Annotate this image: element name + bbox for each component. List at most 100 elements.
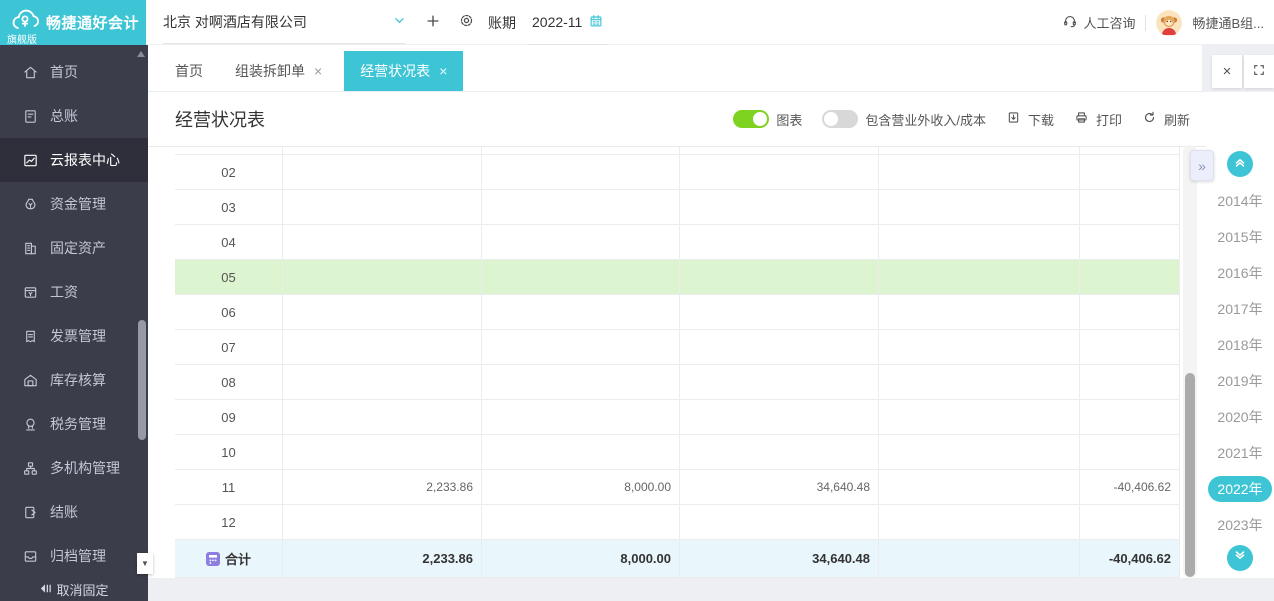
sidebar-item-funds[interactable]: 资金管理 [0, 182, 148, 226]
support-link[interactable]: 人工咨询 [1062, 13, 1135, 32]
add-button[interactable] [423, 13, 443, 33]
sidebar-item-closing[interactable]: 结账 [0, 490, 148, 534]
row-number-cell [175, 147, 283, 155]
table-row[interactable]: 08 [175, 365, 1180, 400]
table-row[interactable]: 11 2,233.86 8,000.00 34,640.48 -40,406.62 [175, 470, 1180, 505]
year-item[interactable]: 2015年 [1217, 229, 1263, 245]
row-number-cell: 11 [175, 470, 283, 505]
year-item[interactable]: 2018年 [1217, 337, 1263, 353]
report-panel: 经营状况表 图表 包含营业外收入/成本 下载 打印 [148, 92, 1274, 578]
home-icon [21, 63, 39, 81]
tab-home[interactable]: 首页 [175, 51, 219, 91]
value-cell [482, 225, 680, 260]
tab-assembly-order[interactable]: 组装拆卸单 × [219, 51, 338, 91]
chart-toggle-label: 图表 [776, 112, 803, 128]
year-item[interactable]: 2021年 [1217, 445, 1263, 461]
year-item[interactable]: 2016年 [1217, 265, 1263, 281]
value-cell [1080, 260, 1180, 295]
sidebar: 首页总账云报表中心资金管理固定资产 工资 发票管理 库存核算 税务管理 多机构管理结账归档… [0, 45, 153, 601]
value-cell [482, 435, 680, 470]
year-item[interactable]: 2014年 [1217, 193, 1263, 209]
sidebar-scroll-up-icon[interactable] [137, 51, 145, 57]
username[interactable]: 畅捷通B组... [1192, 16, 1264, 31]
table-row[interactable]: 06 [175, 295, 1180, 330]
company-selector[interactable]: 北京 对啊酒店有限公司 [163, 0, 406, 44]
table-row[interactable]: 09 [175, 400, 1180, 435]
sidebar-item-label: 首页 [50, 64, 78, 80]
value-cell [879, 435, 1080, 470]
value-cell [482, 155, 680, 190]
value-cell [879, 365, 1080, 400]
value-cell [879, 225, 1080, 260]
invoice-icon [21, 327, 39, 345]
value-cell [879, 190, 1080, 225]
sidebar-scroll-down-icon[interactable]: ▼ [137, 553, 153, 574]
sidebar-item-multi-org[interactable]: 多机构管理 [0, 446, 148, 490]
tab-label: 组装拆卸单 [235, 63, 305, 79]
period-selector[interactable]: 账期 2022-11 [488, 0, 609, 45]
tax-icon [21, 415, 39, 433]
table-row[interactable]: 03 [175, 190, 1180, 225]
double-chevron-up-icon [1233, 155, 1247, 174]
tab-close-icon[interactable]: × [314, 63, 323, 79]
year-item[interactable]: 2023年 [1217, 517, 1263, 533]
refresh-button[interactable]: 刷新 [1142, 110, 1190, 129]
value-cell [680, 260, 879, 295]
sidebar-item-label: 总账 [50, 108, 78, 124]
table-row[interactable]: 02 [175, 155, 1180, 190]
sidebar-item-archive[interactable]: 归档管理 [0, 534, 148, 578]
sidebar-item-ledger[interactable]: 总账 [0, 94, 148, 138]
sidebar-item-invoice[interactable]: 发票管理 [0, 314, 148, 358]
chart-toggle[interactable] [733, 110, 770, 128]
unpin-sidebar-button[interactable]: 取消固定 [0, 578, 148, 601]
gear-icon [458, 12, 475, 34]
tab-close-icon[interactable]: × [439, 63, 448, 79]
table-row[interactable]: 12 [175, 505, 1180, 540]
sidebar-scrollbar-thumb[interactable] [138, 320, 146, 440]
close-all-tabs-button[interactable]: × [1212, 55, 1242, 88]
value-cell [680, 400, 879, 435]
row-number-cell: 02 [175, 155, 283, 190]
sidebar-item-label: 云报表中心 [50, 152, 120, 168]
value-cell [283, 295, 482, 330]
include-nonoperating-toggle[interactable] [822, 110, 859, 128]
value-cell [879, 540, 1080, 578]
sidebar-item-label: 资金管理 [50, 196, 106, 212]
sidebar-item-salary[interactable]: 工资 [0, 270, 148, 314]
brand-name: 畅捷通好会计 [46, 15, 140, 32]
table-row[interactable]: 07 [175, 330, 1180, 365]
total-label: 合计 [224, 552, 251, 567]
value-cell [680, 365, 879, 400]
year-item[interactable]: 2019年 [1217, 373, 1263, 389]
inventory-icon [21, 371, 39, 389]
year-item[interactable]: 2022年 [1206, 471, 1274, 507]
bottom-strip [148, 578, 1274, 601]
sidebar-item-home[interactable]: 首页 [0, 50, 148, 94]
table-row[interactable]: 05 [175, 260, 1180, 295]
sidebar-item-tax[interactable]: 税务管理 [0, 402, 148, 446]
row-number-cell: 08 [175, 365, 283, 400]
year-item[interactable]: 2017年 [1217, 301, 1263, 317]
salary-icon [21, 283, 39, 301]
sidebar-item-cloud-report[interactable]: 云报表中心 [0, 138, 148, 182]
table-scrollbar[interactable] [1183, 145, 1197, 578]
years-scroll-down-button[interactable] [1227, 545, 1253, 571]
sidebar-item-label: 结账 [50, 504, 78, 520]
table-row[interactable]: 04 [175, 225, 1180, 260]
table-scrollbar-thumb[interactable] [1185, 373, 1195, 577]
download-button[interactable]: 下载 [1006, 110, 1054, 129]
sidebar-item-fixed-assets[interactable]: 固定资产 [0, 226, 148, 270]
tab-business-status[interactable]: 经营状况表 × [344, 51, 464, 91]
collapse-years-handle[interactable]: » [1190, 150, 1214, 181]
settings-button[interactable] [456, 13, 476, 33]
table-row[interactable]: 10 [175, 435, 1180, 470]
headset-icon [1062, 13, 1078, 32]
year-item[interactable]: 2020年 [1217, 409, 1263, 425]
fullscreen-button[interactable] [1244, 55, 1274, 88]
value-cell [1080, 190, 1180, 225]
print-button[interactable]: 打印 [1074, 110, 1122, 129]
table-row-partial [175, 147, 1180, 155]
avatar[interactable] [1156, 9, 1183, 36]
years-scroll-up-button[interactable] [1227, 151, 1253, 177]
sidebar-item-inventory[interactable]: 库存核算 [0, 358, 148, 402]
